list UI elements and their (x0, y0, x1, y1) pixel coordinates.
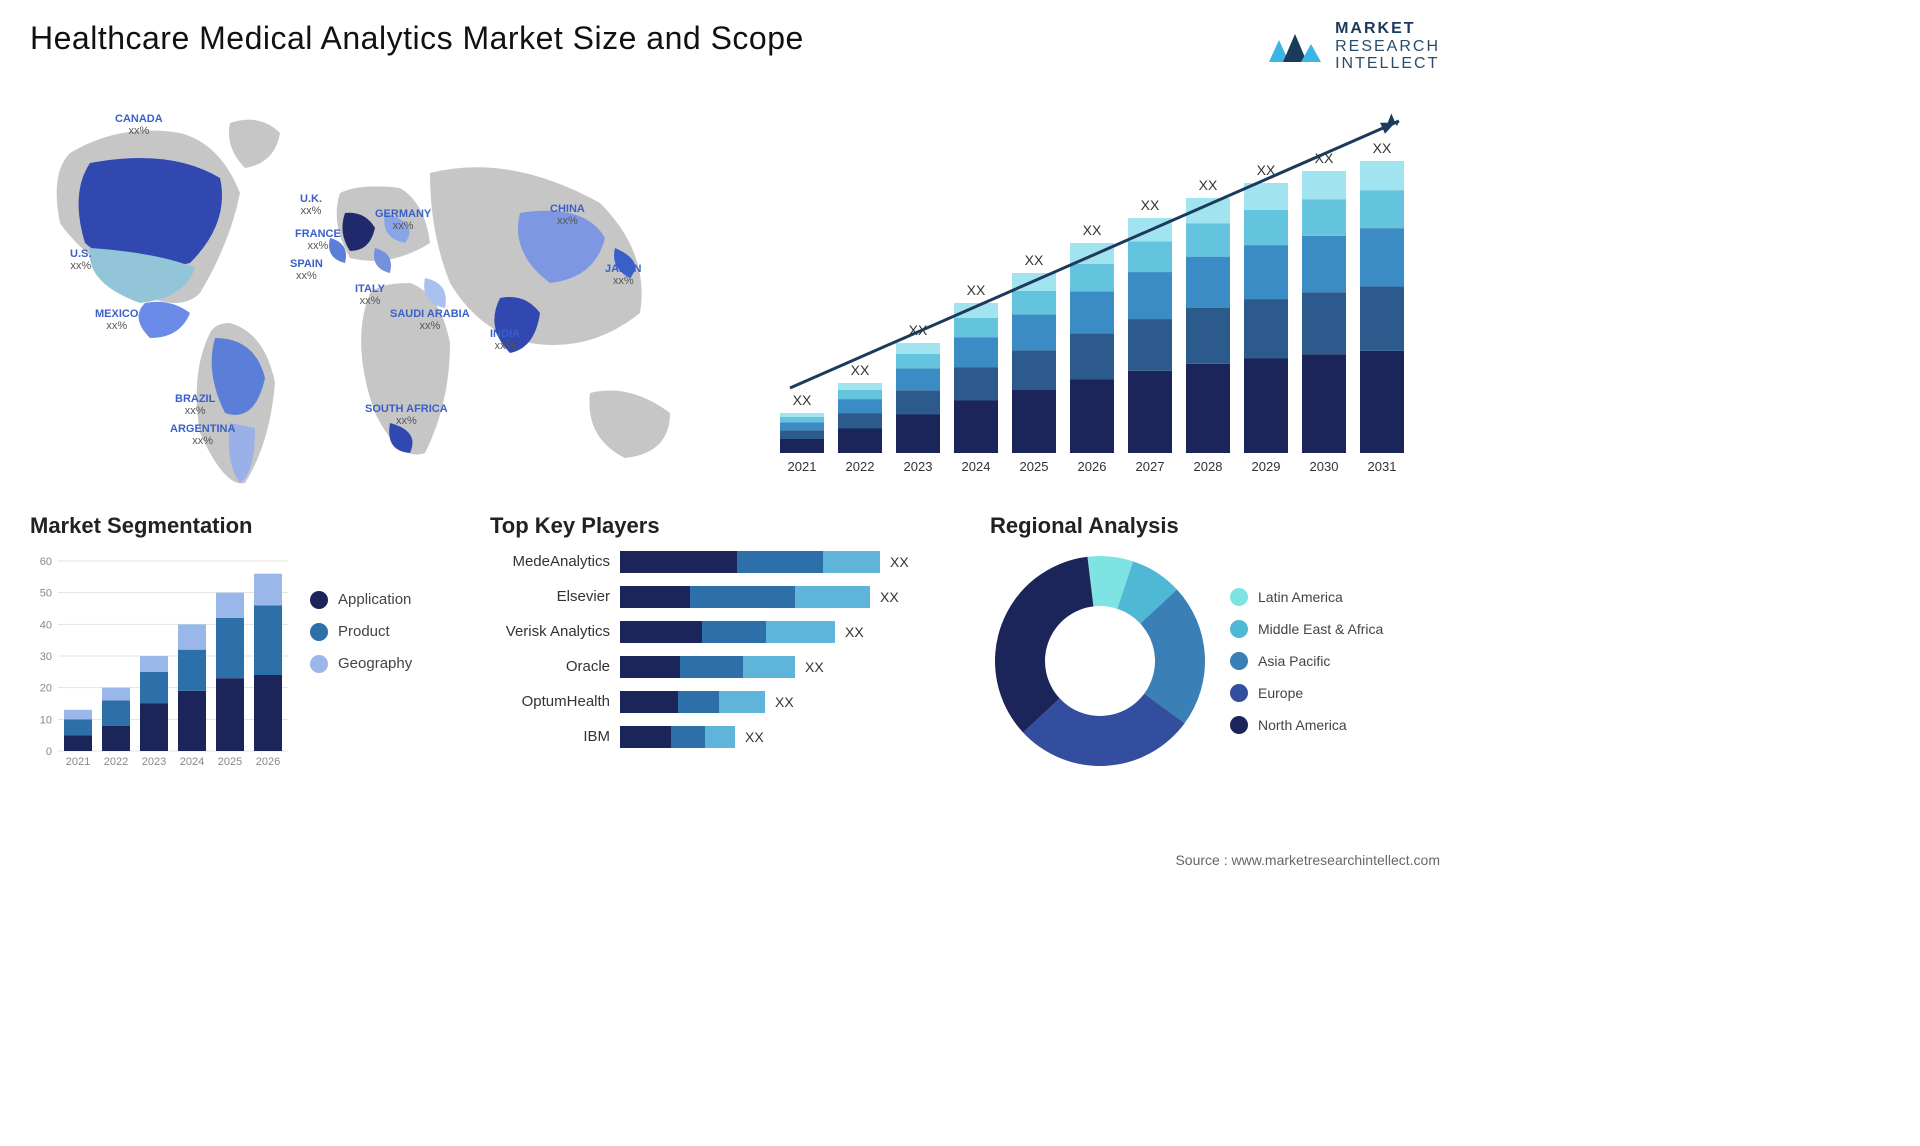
map-label: U.K.xx% (300, 193, 322, 217)
players-title: Top Key Players (490, 513, 960, 539)
svg-text:XX: XX (1141, 197, 1160, 213)
svg-text:XX: XX (1083, 222, 1102, 238)
svg-text:2027: 2027 (1136, 459, 1165, 474)
svg-text:20: 20 (40, 682, 52, 694)
svg-text:2030: 2030 (1310, 459, 1339, 474)
svg-text:60: 60 (40, 556, 52, 568)
player-bar-row: XX (620, 726, 960, 748)
world-map: CANADAxx% U.S.xx% MEXICOxx% BRAZILxx% ARGENT… (30, 93, 730, 493)
svg-text:XX: XX (793, 392, 812, 408)
player-label: IBM (583, 726, 610, 748)
map-label: INDIAxx% (490, 328, 520, 352)
map-label: JAPANxx% (605, 263, 641, 287)
growth-chart: XX 2021 XX 2022 XX 2023 XX 2024 XX 2025 XX 2026 XX 20… (760, 93, 1440, 493)
brand-logo: MARKET RESEARCH INTELLECT (1267, 20, 1440, 73)
svg-text:2029: 2029 (1252, 459, 1281, 474)
regional-panel: Regional Analysis Latin America Middle Ea… (990, 513, 1440, 771)
legend-item: North America (1230, 716, 1440, 734)
svg-text:2022: 2022 (104, 756, 128, 768)
map-label: SAUDI ARABIAxx% (390, 308, 470, 332)
page-title: Healthcare Medical Analytics Market Size… (30, 20, 804, 57)
map-label: FRANCExx% (295, 228, 341, 252)
svg-text:30: 30 (40, 651, 52, 663)
map-label: CANADAxx% (115, 113, 163, 137)
segmentation-panel: Market Segmentation 0 10 20 30 40 50 60 2021 202… (30, 513, 460, 771)
svg-text:XX: XX (1373, 140, 1392, 156)
source-footer: Source : www.marketresearchintellect.com (1175, 852, 1440, 868)
segmentation-title: Market Segmentation (30, 513, 460, 539)
svg-text:2024: 2024 (962, 459, 991, 474)
player-label: OptumHealth (522, 691, 610, 713)
svg-text:2026: 2026 (1078, 459, 1107, 474)
player-bar-row: XX (620, 586, 960, 608)
map-label: ARGENTINAxx% (170, 423, 235, 447)
svg-text:40: 40 (40, 619, 52, 631)
svg-text:XX: XX (1025, 252, 1044, 268)
svg-text:XX: XX (967, 282, 986, 298)
player-label: MedeAnalytics (512, 551, 610, 573)
svg-text:2024: 2024 (180, 756, 204, 768)
legend-item: Product (310, 623, 460, 641)
players-panel: Top Key Players MedeAnalytics Elsevier Ver… (490, 513, 960, 771)
legend-item: Europe (1230, 684, 1440, 702)
svg-text:2026: 2026 (256, 756, 280, 768)
svg-text:2022: 2022 (846, 459, 875, 474)
legend-item: Middle East & Africa (1230, 620, 1440, 638)
svg-text:2021: 2021 (788, 459, 817, 474)
map-label: GERMANYxx% (375, 208, 431, 232)
player-bar-row: XX (620, 656, 960, 678)
player-label: Elsevier (557, 586, 610, 608)
legend-item: Latin America (1230, 588, 1440, 606)
logo-line1: MARKET (1335, 20, 1440, 38)
svg-text:2023: 2023 (904, 459, 933, 474)
svg-text:2025: 2025 (1020, 459, 1049, 474)
map-label: ITALYxx% (355, 283, 385, 307)
logo-line3: INTELLECT (1335, 55, 1440, 73)
map-label: CHINAxx% (550, 203, 585, 227)
svg-text:2025: 2025 (218, 756, 242, 768)
logo-icon (1267, 26, 1327, 66)
player-bar-row: XX (620, 551, 960, 573)
legend-item: Asia Pacific (1230, 652, 1440, 670)
map-label: BRAZILxx% (175, 393, 215, 417)
player-bar-row: XX (620, 691, 960, 713)
player-bar-row: XX (620, 621, 960, 643)
legend-item: Application (310, 591, 460, 609)
regional-title: Regional Analysis (990, 513, 1440, 539)
player-label: Oracle (566, 656, 610, 678)
svg-text:XX: XX (851, 362, 870, 378)
svg-text:50: 50 (40, 587, 52, 599)
legend-item: Geography (310, 655, 460, 673)
player-label: Verisk Analytics (506, 621, 610, 643)
svg-text:2031: 2031 (1368, 459, 1397, 474)
svg-text:10: 10 (40, 714, 52, 726)
svg-text:0: 0 (46, 746, 52, 758)
svg-text:2023: 2023 (142, 756, 166, 768)
map-label: MEXICOxx% (95, 308, 138, 332)
svg-text:XX: XX (1199, 177, 1218, 193)
map-label: SOUTH AFRICAxx% (365, 403, 448, 427)
logo-line2: RESEARCH (1335, 38, 1440, 56)
svg-text:2028: 2028 (1194, 459, 1223, 474)
svg-text:2021: 2021 (66, 756, 90, 768)
map-label: SPAINxx% (290, 258, 323, 282)
map-label: U.S.xx% (70, 248, 91, 272)
